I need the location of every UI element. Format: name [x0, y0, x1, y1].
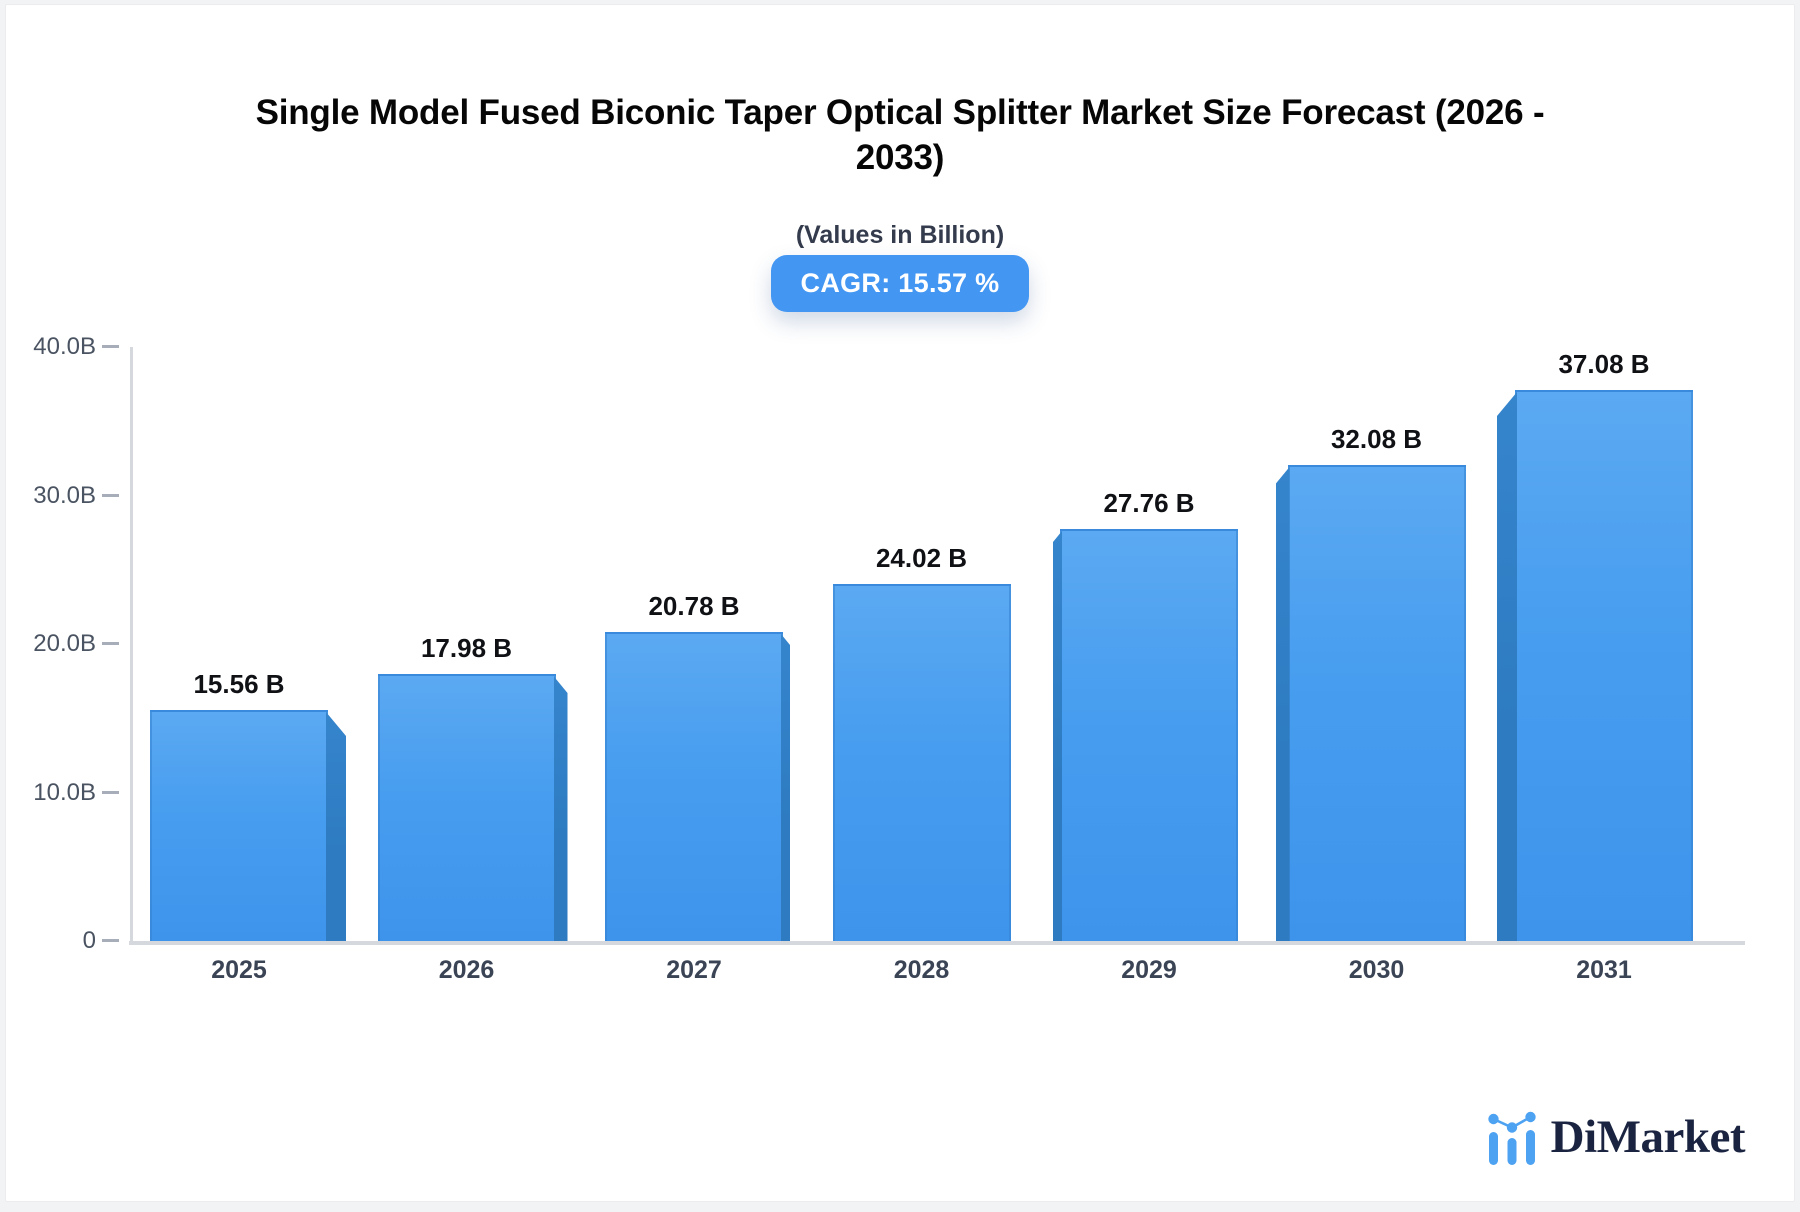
bar-2029[interactable]: 27.76 B [1053, 488, 1238, 941]
y-axis-tick-label: 30.0B [33, 481, 96, 509]
y-axis-tick-mark [102, 790, 119, 794]
cagr-badge: CAGR: 15.57 % [770, 255, 1030, 312]
chart-title-line-2: 2033) [855, 138, 945, 177]
y-axis-tick-label: 40.0B [33, 333, 96, 360]
x-axis-label-2031: 2031 [1576, 956, 1632, 984]
chart-title-line-1: Single Model Fused Biconic Taper Optical… [255, 93, 1545, 132]
x-axis-label-2029: 2029 [1121, 956, 1177, 984]
bar-2026[interactable]: 17.98 B [377, 633, 568, 941]
x-axis-label-2028: 2028 [893, 956, 950, 984]
bar-chart-logo-icon [1487, 1111, 1536, 1165]
y-axis-tick-label: 10.0B [33, 778, 96, 806]
bar-3d-side [1275, 467, 1290, 941]
plot-area: 15.56 B 17.98 B 20.78 B 24.02 B 27.76 B 32.08… [0, 347, 1800, 941]
y-axis-tick-label: 20.0B [33, 630, 96, 657]
bar-3d-side [1053, 531, 1062, 941]
y-axis-tick-label: 0 [82, 927, 96, 954]
x-axis-label-2025: 2025 [211, 956, 267, 984]
bar-value-label: 27.76 B [1103, 488, 1195, 518]
bar-2028[interactable]: 24.02 B [832, 543, 1011, 941]
chart-subtitle: (Values in Billion) [795, 221, 1005, 249]
bar-2030[interactable]: 32.08 B [1275, 424, 1466, 941]
y-axis-tick-mark [102, 939, 119, 942]
bar-value-label: 24.02 B [875, 543, 968, 573]
brand-name: DiMarket [1550, 1111, 1746, 1163]
bar-2031[interactable]: 37.08 B [1497, 349, 1693, 941]
bar-3d-side [553, 676, 568, 941]
bar-3d-side [326, 712, 346, 941]
x-axis-label-2027: 2027 [666, 956, 722, 984]
bar-value-label: 32.08 B [1330, 424, 1423, 454]
brand-logo: DiMarket [1486, 1108, 1746, 1166]
bar-value-label: 20.78 B [648, 591, 740, 621]
x-axis-label-2030: 2030 [1348, 956, 1405, 984]
bar-2027[interactable]: 20.78 B [605, 591, 790, 941]
bar-value-label: 17.98 B [420, 633, 513, 663]
bar-3d-side [781, 634, 790, 941]
bar-2025[interactable]: 15.56 B [150, 669, 346, 941]
chart-header: Single Model Fused Biconic Taper Optical… [0, 0, 1800, 312]
y-axis-tick-mark [102, 345, 119, 348]
chart-title: Single Model Fused Biconic Taper Optical… [0, 90, 1800, 180]
y-axis-line [130, 347, 133, 941]
y-axis-tick-mark [102, 493, 119, 497]
bar-value-label: 37.08 B [1558, 349, 1650, 379]
y-axis-tick-mark [102, 642, 119, 645]
bar-3d-side [1497, 392, 1517, 941]
x-axis-label-2026: 2026 [438, 956, 495, 984]
bar-value-label: 15.56 B [193, 669, 285, 699]
x-axis-line [129, 941, 1745, 945]
